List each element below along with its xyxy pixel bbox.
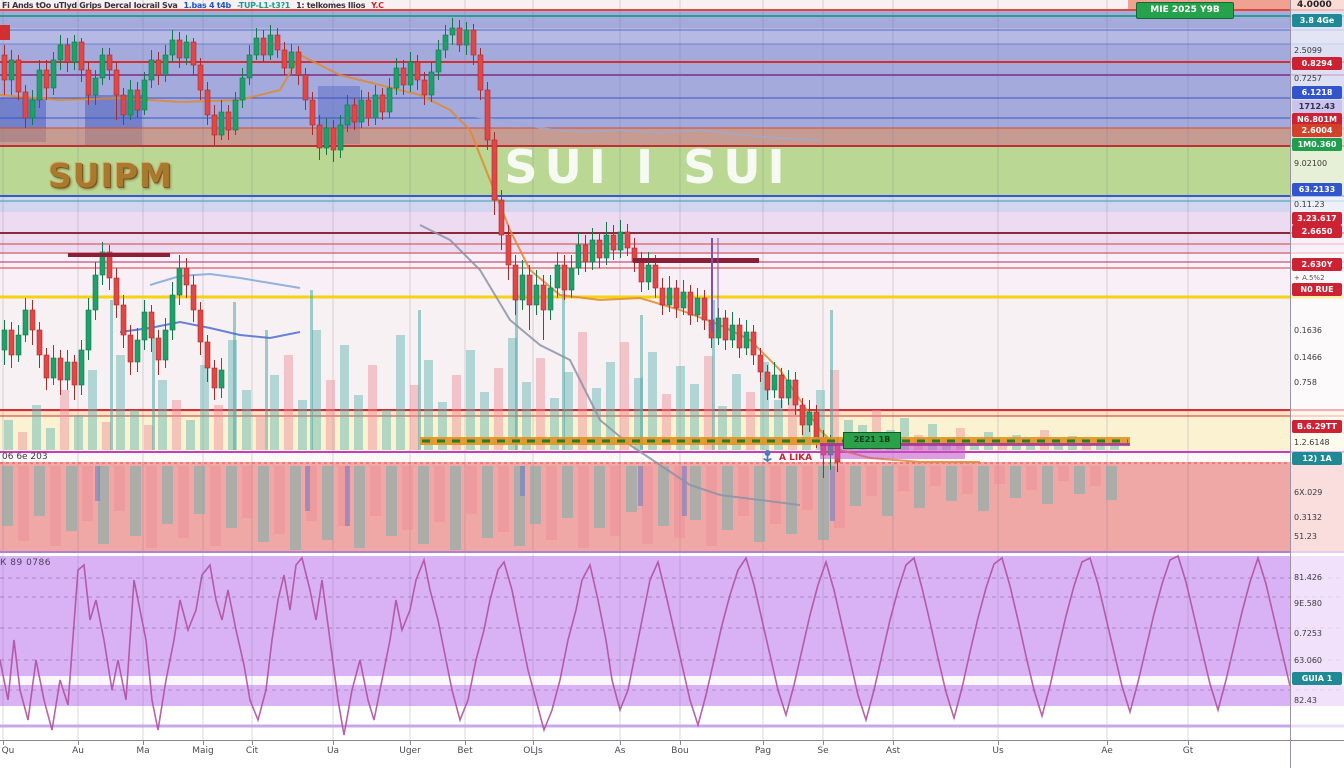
price-label: 0.758 — [1294, 378, 1317, 387]
price-axis-top-value: 4.0000 — [1297, 0, 1332, 10]
price-label: 0.8294 — [1292, 57, 1342, 70]
header-red-marker — [0, 25, 10, 40]
time-tick — [3, 741, 4, 745]
price-label: 63.2133 — [1292, 183, 1342, 196]
time-scale[interactable]: Qu Au Ma Maig Cit Ua Uger Bet OLJs As Bou Pag Se Ast U… — [0, 740, 1344, 768]
time-tick — [465, 741, 466, 745]
time-label: Ae — [1101, 746, 1113, 756]
time-label: Cit — [245, 746, 259, 756]
header-text-segment: Fi Ands tOo uTlyd Grips Dercal Iocrail S… — [2, 1, 178, 10]
time-label: OLJs — [523, 746, 543, 756]
price-label: 0.11.23 — [1294, 200, 1325, 209]
time-tick — [998, 741, 999, 745]
price-label: 63.060 — [1294, 656, 1322, 665]
time-label: As — [614, 746, 626, 756]
time-tick — [823, 741, 824, 745]
time-tick — [333, 741, 334, 745]
price-label: 0.7257 — [1294, 74, 1322, 83]
rsi-indicator-label[interactable]: К 89 0786 — [0, 558, 51, 568]
header-text-segment: 1: telkomes Ilios — [296, 1, 366, 10]
header-text-segment: 1.bas 4 t4b — [183, 1, 232, 10]
price-label: 2.630Y — [1292, 258, 1342, 271]
price-label: 3.8 4Ge — [1292, 14, 1342, 27]
time-label: Us — [992, 746, 1004, 756]
price-label: N6.801M — [1292, 113, 1342, 126]
price-label: + A.5%2 — [1294, 274, 1325, 282]
time-tick — [252, 741, 253, 745]
time-label: Ua — [326, 746, 340, 756]
price-label: 1712.43 — [1292, 100, 1342, 113]
symbol-watermark: SUI I SUI — [504, 140, 792, 194]
price-label: B.6.29TT — [1292, 420, 1342, 433]
price-label: 0.1636 — [1294, 326, 1322, 335]
header-text-segment: Y.C — [371, 1, 384, 10]
price-label: 1M0.360 — [1292, 138, 1342, 151]
time-label: Pag — [754, 746, 772, 756]
time-label: Se — [817, 746, 829, 756]
price-label: 6.1218 — [1292, 86, 1342, 99]
price-label: 0.3132 — [1294, 513, 1322, 522]
time-label: Au — [72, 746, 84, 756]
time-tick — [78, 741, 79, 745]
price-label: GUIA 1 — [1292, 672, 1342, 685]
time-label: Bou — [671, 746, 689, 756]
time-tick — [1107, 741, 1108, 745]
time-label: Ma — [136, 746, 150, 756]
price-label: 82.43 — [1294, 696, 1317, 705]
time-tick — [893, 741, 894, 745]
price-label: 9.02100 — [1294, 159, 1328, 168]
time-tick — [533, 741, 534, 745]
price-label: 12) 1A — [1292, 452, 1342, 465]
price-label: 1.2.6148 — [1294, 438, 1330, 447]
time-tick — [680, 741, 681, 745]
price-label: 2.5099 — [1294, 46, 1322, 55]
time-tick — [410, 741, 411, 745]
time-tick — [1188, 741, 1189, 745]
price-label: 2.6004 — [1292, 124, 1342, 137]
price-label: 9E.580 — [1294, 599, 1322, 608]
time-label: Bet — [457, 746, 473, 756]
time-label: Uger — [399, 746, 421, 756]
price-label: 2.6650 — [1292, 225, 1342, 238]
price-label: 0.7253 — [1294, 629, 1322, 638]
price-label: 81.426 — [1294, 573, 1322, 582]
anchored-text-note: A LIKA — [779, 453, 813, 463]
price-label: 3.23.617 — [1292, 212, 1342, 225]
time-label: Gt — [1182, 746, 1194, 756]
time-tick — [763, 741, 764, 745]
time-label: Maig — [192, 746, 214, 756]
header-badge: MIE 2025 Y9B — [1136, 2, 1234, 19]
anchor-icon[interactable] — [762, 449, 773, 463]
time-label: Qu — [1, 746, 15, 756]
date-note: 06 6e 203 — [2, 452, 48, 462]
time-tick — [203, 741, 204, 745]
price-label: N0 RUE — [1292, 283, 1342, 296]
price-label: 0.1466 — [1294, 353, 1322, 362]
chart-annotation-badge[interactable]: 2E21 1B — [843, 432, 901, 449]
price-label: 51.23 — [1294, 532, 1317, 541]
symbol-watermark-left: SUIPM — [48, 156, 173, 195]
price-label: 6X.029 — [1294, 488, 1323, 497]
time-tick — [620, 741, 621, 745]
header-text-segment: -TUP-L1-t3?1 — [236, 1, 291, 10]
price-scale[interactable]: 3.8 4Ge 2.5099 0.8294 0.7257 6.1218 1712.43 N6… — [1290, 0, 1344, 768]
time-tick — [143, 741, 144, 745]
symbol-header[interactable]: Fi Ands tOo uTlyd Grips Dercal Iocrail S… — [2, 0, 1122, 11]
time-label: Ast — [885, 746, 901, 756]
